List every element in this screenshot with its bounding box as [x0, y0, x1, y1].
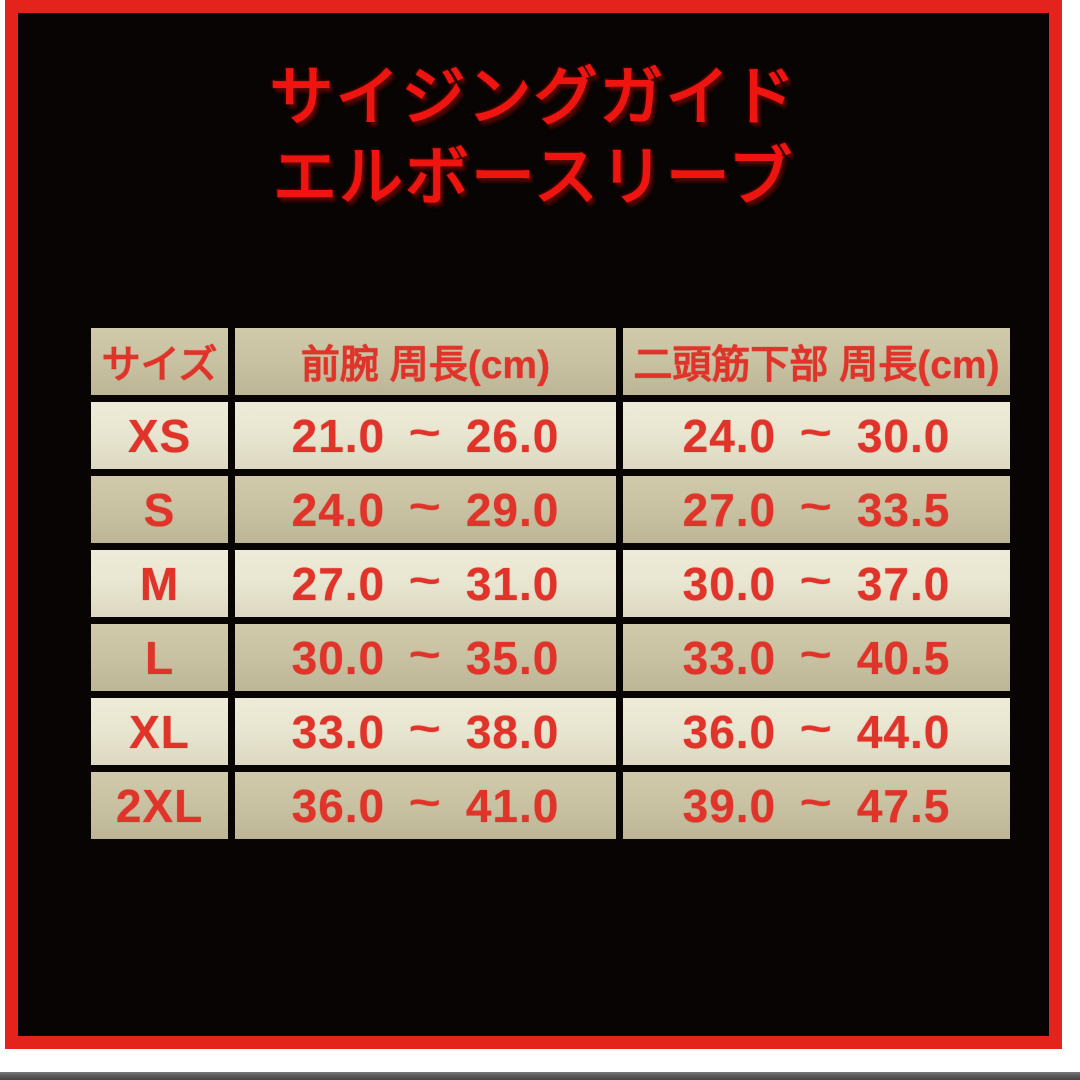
- range-value: 36.0 ~ 41.0: [292, 779, 560, 833]
- title-line-1: サイジングガイド: [269, 61, 798, 133]
- tilde-separator: ~: [408, 482, 443, 530]
- range-min: 36.0: [291, 779, 386, 832]
- tilde-separator: ~: [799, 482, 834, 530]
- bottom-gray-bar: [0, 1072, 1080, 1080]
- range-max: 37.0: [856, 557, 951, 610]
- range-min: 39.0: [682, 779, 777, 832]
- range-min: 24.0: [682, 409, 777, 462]
- row-xl-forearm: 33.0 ~ 38.0: [235, 698, 616, 765]
- range-min: 21.0: [291, 409, 386, 462]
- range-max: 38.0: [465, 705, 560, 758]
- range-max: 47.5: [856, 779, 951, 832]
- range-min: 24.0: [291, 483, 386, 536]
- range-max: 40.5: [856, 631, 951, 684]
- range-value: 39.0 ~ 47.5: [683, 779, 951, 833]
- row-l-size: L: [91, 624, 228, 691]
- range-min: 33.0: [682, 631, 777, 684]
- range-max: 41.0: [465, 779, 560, 832]
- row-s-size: S: [91, 476, 228, 543]
- tilde-separator: ~: [799, 556, 834, 604]
- row-2xl-size: 2XL: [91, 772, 228, 839]
- row-xl-size: XL: [91, 698, 228, 765]
- row-s-forearm: 24.0 ~ 29.0: [235, 476, 616, 543]
- row-s-biceps: 27.0 ~ 33.5: [623, 476, 1010, 543]
- tilde-separator: ~: [408, 556, 443, 604]
- range-max: 26.0: [465, 409, 560, 462]
- row-xs-biceps: 24.0 ~ 30.0: [623, 402, 1010, 469]
- tilde-separator: ~: [408, 630, 443, 678]
- range-max: 33.5: [856, 483, 951, 536]
- row-xl-biceps: 36.0 ~ 44.0: [623, 698, 1010, 765]
- range-max: 31.0: [465, 557, 560, 610]
- col-header-biceps: 二頭筋下部 周長(cm): [623, 328, 1010, 395]
- range-max: 30.0: [856, 409, 951, 462]
- row-l-biceps: 33.0 ~ 40.5: [623, 624, 1010, 691]
- range-min: 27.0: [291, 557, 386, 610]
- row-l-forearm: 30.0 ~ 35.0: [235, 624, 616, 691]
- tilde-separator: ~: [799, 630, 834, 678]
- range-value: 27.0 ~ 33.5: [683, 483, 951, 537]
- range-value: 33.0 ~ 40.5: [683, 631, 951, 685]
- range-min: 30.0: [682, 557, 777, 610]
- range-value: 24.0 ~ 30.0: [683, 409, 951, 463]
- row-xs-size: XS: [91, 402, 228, 469]
- row-xs-forearm: 21.0 ~ 26.0: [235, 402, 616, 469]
- row-2xl-biceps: 39.0 ~ 47.5: [623, 772, 1010, 839]
- title-line-2: エルボースリーブ: [273, 141, 794, 213]
- range-value: 36.0 ~ 44.0: [683, 705, 951, 759]
- range-max: 44.0: [856, 705, 951, 758]
- tilde-separator: ~: [799, 704, 834, 752]
- poster-title: サイジングガイド エルボースリーブ: [18, 57, 1049, 217]
- range-value: 24.0 ~ 29.0: [292, 483, 560, 537]
- row-2xl-forearm: 36.0 ~ 41.0: [235, 772, 616, 839]
- range-value: 33.0 ~ 38.0: [292, 705, 560, 759]
- range-min: 33.0: [291, 705, 386, 758]
- range-value: 21.0 ~ 26.0: [292, 409, 560, 463]
- range-min: 36.0: [682, 705, 777, 758]
- range-value: 30.0 ~ 35.0: [292, 631, 560, 685]
- col-header-forearm: 前腕 周長(cm): [235, 328, 616, 395]
- tilde-separator: ~: [408, 778, 443, 826]
- tilde-separator: ~: [408, 408, 443, 456]
- range-max: 35.0: [465, 631, 560, 684]
- tilde-separator: ~: [408, 704, 443, 752]
- row-m-size: M: [91, 550, 228, 617]
- range-value: 27.0 ~ 31.0: [292, 557, 560, 611]
- range-min: 27.0: [682, 483, 777, 536]
- row-m-forearm: 27.0 ~ 31.0: [235, 550, 616, 617]
- tilde-separator: ~: [799, 778, 834, 826]
- range-min: 30.0: [291, 631, 386, 684]
- range-max: 29.0: [465, 483, 560, 536]
- tilde-separator: ~: [799, 408, 834, 456]
- poster-black-area: サイジングガイド エルボースリーブ サイズ 前腕 周長(cm) 二頭筋下部 周長…: [18, 13, 1049, 1036]
- range-value: 30.0 ~ 37.0: [683, 557, 951, 611]
- row-m-biceps: 30.0 ~ 37.0: [623, 550, 1010, 617]
- size-table: サイズ 前腕 周長(cm) 二頭筋下部 周長(cm) XS 21.0 ~ 26.…: [91, 328, 1010, 839]
- size-guide-poster: サイジングガイド エルボースリーブ サイズ 前腕 周長(cm) 二頭筋下部 周長…: [5, 0, 1062, 1049]
- col-header-size: サイズ: [91, 328, 228, 395]
